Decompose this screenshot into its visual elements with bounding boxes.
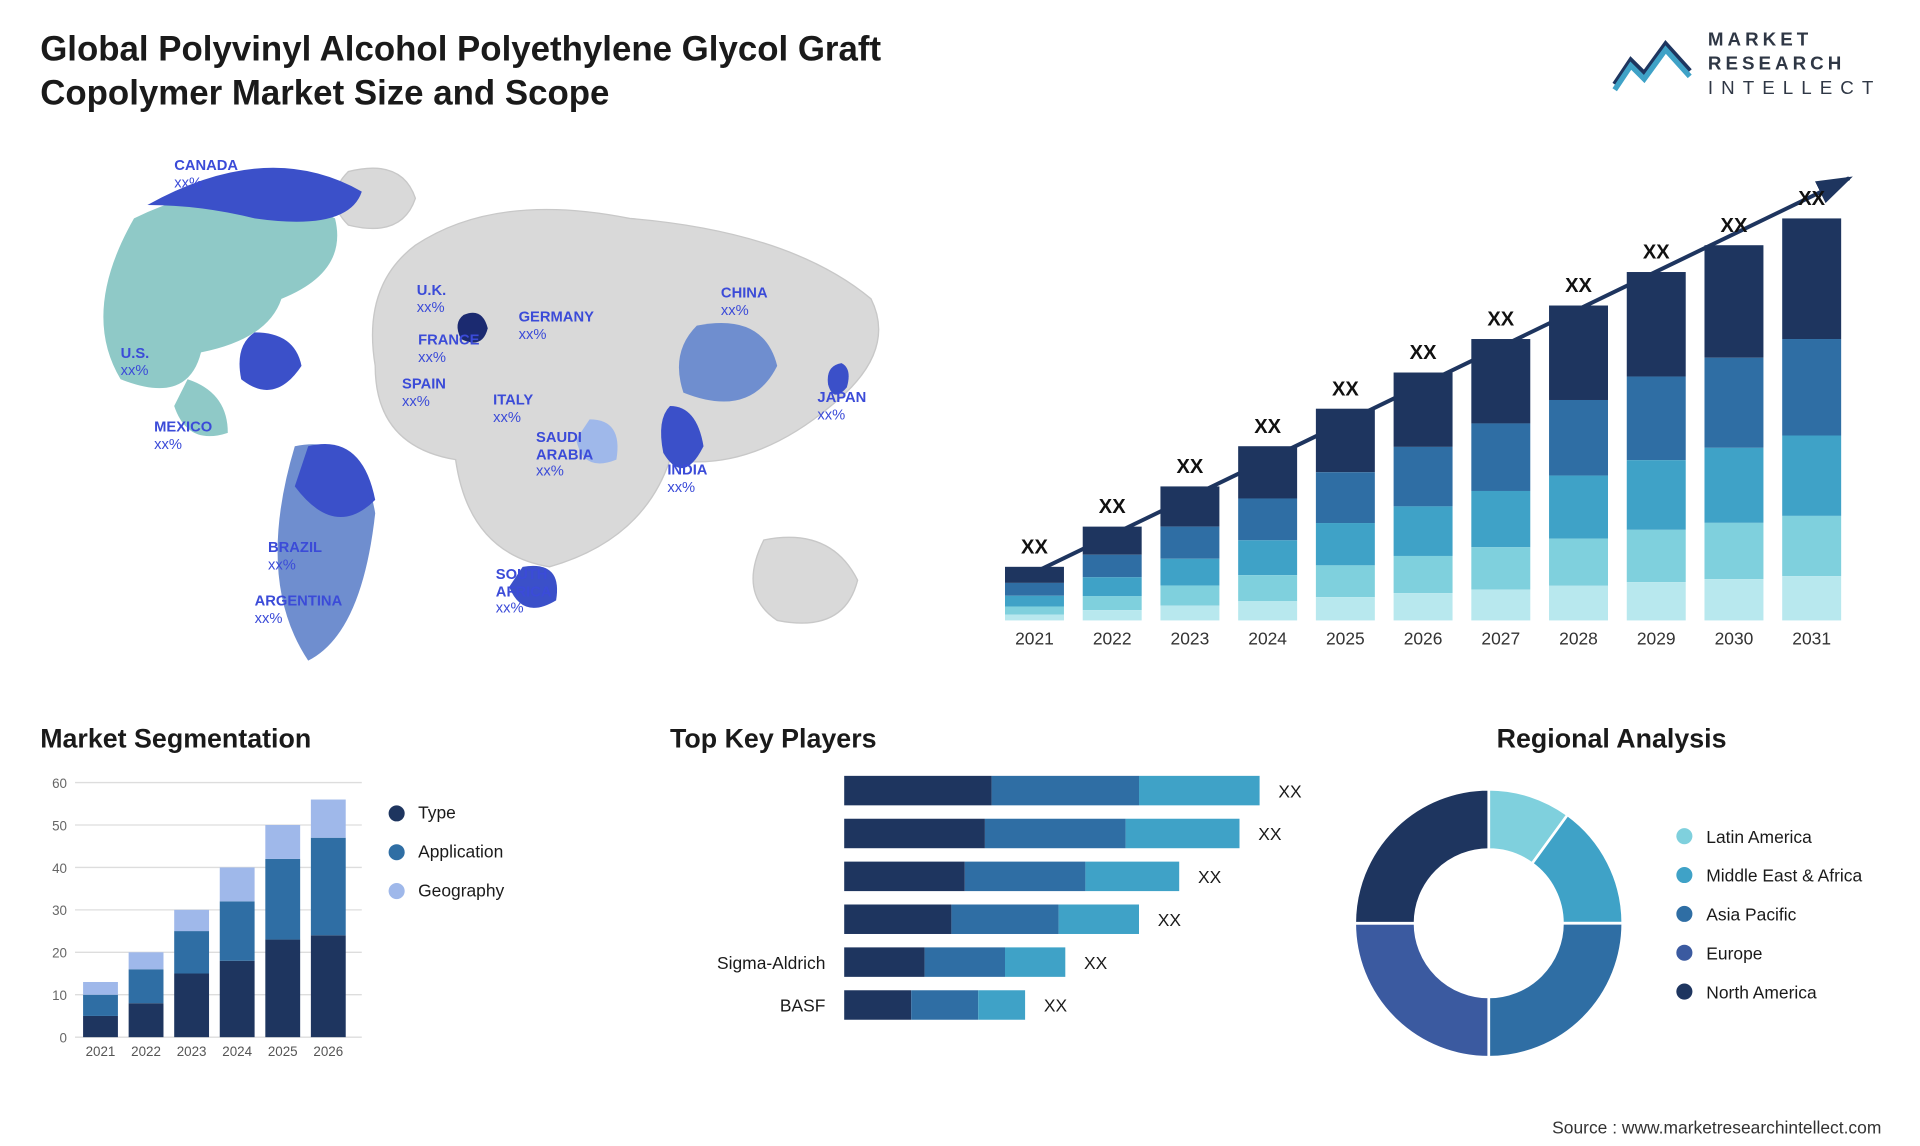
map-label-mexico: MEXICOxx%	[154, 419, 212, 453]
player-bar	[844, 862, 1179, 891]
svg-text:XX: XX	[1099, 496, 1126, 518]
player-row-4: Sigma-Aldrich XX	[670, 947, 1302, 976]
svg-text:2026: 2026	[313, 1044, 343, 1059]
players-chart: XX XX XX XX Sigma-Aldrich XX BASF XX	[670, 776, 1302, 1033]
svg-text:2029: 2029	[1637, 629, 1676, 649]
svg-text:2031: 2031	[1792, 629, 1831, 649]
svg-text:50: 50	[52, 818, 67, 833]
map-label-india: INDIAxx%	[667, 462, 707, 496]
svg-text:XX: XX	[1332, 378, 1359, 400]
segmentation-title: Market Segmentation	[40, 725, 630, 756]
svg-text:2024: 2024	[1248, 629, 1287, 649]
player-row-0: XX	[670, 776, 1302, 805]
brand-line3: INTELLECT	[1708, 76, 1881, 100]
players-title: Top Key Players	[670, 725, 1302, 756]
map-label-germany: GERMANYxx%	[519, 310, 594, 344]
map-label-italy: ITALYxx%	[493, 393, 533, 427]
svg-text:XX: XX	[1254, 416, 1281, 438]
map-label-japan: JAPANxx%	[817, 390, 866, 424]
svg-text:40: 40	[52, 861, 67, 876]
svg-text:2022: 2022	[131, 1044, 161, 1059]
player-label: Sigma-Aldrich	[670, 952, 844, 972]
map-label-china: CHINAxx%	[721, 285, 768, 319]
svg-text:XX: XX	[1643, 242, 1670, 264]
player-bar	[844, 947, 1065, 976]
svg-text:XX: XX	[1021, 536, 1048, 558]
svg-text:2028: 2028	[1559, 629, 1598, 649]
regional-donut	[1342, 776, 1637, 1071]
brand-logo: MARKET RESEARCH INTELLECT	[1611, 27, 1881, 100]
map-label-france: FRANCExx%	[418, 332, 479, 366]
forecast-chart: XX 2021 XX 2022 XX 2023 XX 2024 XX 2025 XX 2026 XX 20…	[978, 138, 1876, 674]
svg-text:0: 0	[60, 1031, 67, 1046]
svg-text:XX: XX	[1487, 309, 1514, 331]
svg-text:XX: XX	[1177, 456, 1204, 478]
player-value: XX	[1084, 952, 1107, 972]
map-label-spain: SPAINxx%	[402, 377, 446, 411]
player-value: XX	[1198, 866, 1221, 886]
svg-text:30: 30	[52, 903, 67, 918]
map-label-canada: CANADAxx%	[174, 158, 238, 192]
player-row-5: BASF XX	[670, 990, 1302, 1019]
svg-text:60: 60	[52, 776, 67, 791]
svg-text:2026: 2026	[1404, 629, 1443, 649]
seg-legend-application: Application	[389, 842, 505, 862]
svg-text:2024: 2024	[222, 1044, 252, 1059]
regional-title: Regional Analysis	[1342, 725, 1882, 756]
map-svg	[40, 138, 938, 674]
region-legend-north-america: North America	[1677, 982, 1862, 1002]
svg-text:XX: XX	[1798, 188, 1825, 210]
player-value: XX	[1158, 909, 1181, 929]
svg-text:2025: 2025	[1326, 629, 1365, 649]
svg-text:XX: XX	[1565, 275, 1592, 297]
regional-legend: Latin America Middle East & Africa Asia Pa…	[1677, 826, 1862, 1020]
map-label-saudi-arabia: SAUDIARABIAxx%	[536, 430, 593, 481]
region-legend-europe: Europe	[1677, 943, 1862, 963]
map-label-brazil: BRAZILxx%	[268, 540, 322, 574]
seg-legend-type: Type	[389, 803, 505, 823]
svg-text:2022: 2022	[1093, 629, 1132, 649]
player-value: XX	[1278, 781, 1301, 801]
svg-text:2023: 2023	[177, 1044, 207, 1059]
svg-text:2021: 2021	[1015, 629, 1054, 649]
region-legend-asia-pacific: Asia Pacific	[1677, 904, 1862, 924]
player-row-1: XX	[670, 819, 1302, 848]
player-bar	[844, 990, 1025, 1019]
world-map: CANADAxx% U.S.xx% MEXICOxx% BRAZILxx% ARGENT…	[40, 138, 938, 674]
player-value: XX	[1044, 995, 1067, 1015]
player-bar	[844, 819, 1239, 848]
segmentation-chart: 0 10 20 30 40 50 60 2021 2022 2023 2024 2025 2026	[40, 776, 362, 1084]
svg-text:2021: 2021	[86, 1044, 116, 1059]
svg-text:2025: 2025	[268, 1044, 298, 1059]
brand-line2: RESEARCH	[1708, 51, 1881, 75]
player-label: BASF	[670, 995, 844, 1015]
svg-text:20: 20	[52, 946, 67, 961]
source-text: Source : www.marketresearchintellect.com	[1552, 1118, 1881, 1138]
map-label-u-s-: U.S.xx%	[121, 346, 150, 380]
player-bar	[844, 776, 1259, 805]
brand-line1: MARKET	[1708, 27, 1881, 51]
player-bar	[844, 905, 1139, 934]
page-title: Global Polyvinyl Alcohol Polyethylene Gl…	[40, 27, 978, 114]
player-row-3: XX	[670, 905, 1302, 934]
map-label-u-k-: U.K.xx%	[417, 283, 446, 317]
svg-text:2023: 2023	[1171, 629, 1210, 649]
seg-legend-geography: Geography	[389, 880, 505, 900]
svg-text:XX: XX	[1721, 215, 1748, 237]
map-label-south-africa: SOUTHAFRICAxx%	[496, 567, 552, 618]
player-value: XX	[1258, 823, 1281, 843]
region-legend-latin-america: Latin America	[1677, 826, 1862, 846]
segmentation-legend: Type Application Geography	[389, 803, 505, 920]
player-row-2: XX	[670, 862, 1302, 891]
region-legend-middle-east-africa: Middle East & Africa	[1677, 865, 1862, 885]
svg-text:10: 10	[52, 988, 67, 1003]
svg-text:2030: 2030	[1715, 629, 1754, 649]
svg-text:2027: 2027	[1481, 629, 1520, 649]
svg-text:XX: XX	[1410, 342, 1437, 364]
map-label-argentina: ARGENTINAxx%	[255, 594, 343, 628]
brand-icon	[1611, 34, 1691, 93]
